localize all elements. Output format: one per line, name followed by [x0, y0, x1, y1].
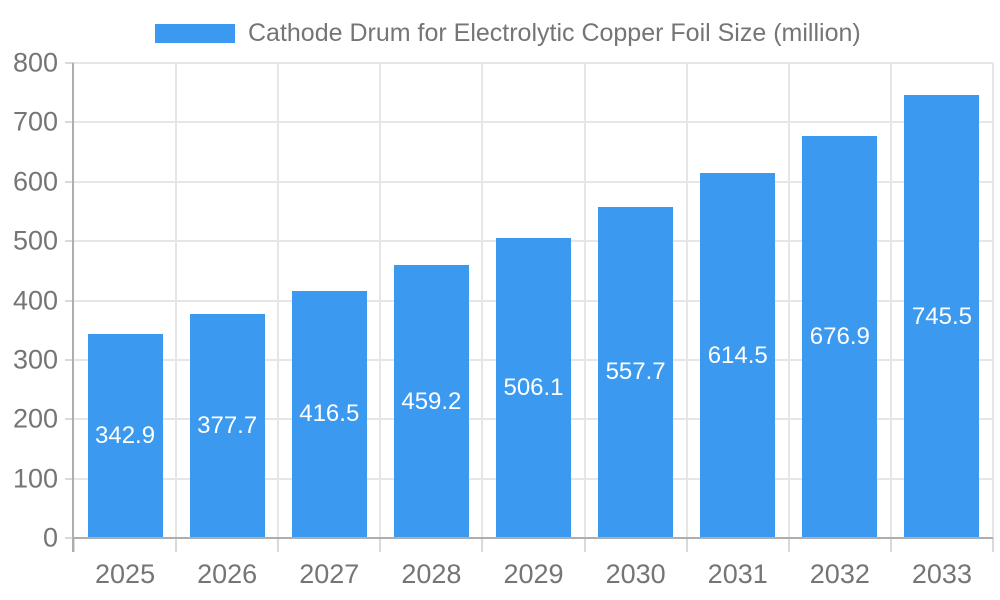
bar-2032[interactable]	[802, 136, 878, 538]
gridline-vertical	[175, 63, 178, 538]
y-axis-label: 700	[12, 106, 58, 137]
x-axis-label: 2027	[299, 559, 360, 589]
bar-value-label: 377.7	[197, 411, 258, 439]
x-axis-tick	[787, 538, 790, 552]
x-axis-label: 2030	[605, 559, 666, 589]
x-axis-label: 2032	[809, 559, 870, 589]
x-axis-line	[72, 537, 993, 539]
x-axis-tick	[73, 538, 75, 552]
bar-2026[interactable]	[189, 313, 265, 538]
bar-value-label: 459.2	[401, 387, 462, 415]
bar-value-label: 745.5	[911, 302, 972, 330]
bar-value-label: 614.5	[707, 341, 768, 369]
y-axis-tick	[65, 418, 74, 421]
bar-2028[interactable]	[393, 265, 469, 538]
bar-2033[interactable]	[904, 95, 980, 538]
y-axis-tick	[65, 477, 74, 480]
legend-label: Cathode Drum for Electrolytic Copper Foi…	[248, 19, 861, 47]
bar-2030[interactable]	[598, 206, 674, 538]
x-axis-tick	[685, 538, 688, 552]
gridline-horizontal	[74, 180, 993, 183]
x-axis-tick	[175, 538, 178, 552]
y-axis-label: 400	[12, 285, 58, 315]
gridline-horizontal	[74, 121, 993, 124]
y-axis-label: 300	[12, 344, 58, 375]
x-axis-label: 2026	[197, 559, 258, 589]
bar-value-label: 342.9	[95, 422, 156, 450]
gridline-vertical	[992, 63, 994, 538]
gridline-horizontal	[74, 62, 993, 64]
x-axis-label: 2029	[503, 559, 564, 589]
bar-value-label: 506.1	[503, 373, 564, 401]
y-axis-tick	[65, 358, 74, 361]
y-axis-tick	[65, 299, 74, 302]
y-axis-tick	[65, 121, 74, 124]
x-axis-label: 2031	[707, 559, 768, 589]
legend: Cathode Drum for Electrolytic Copper Foi…	[155, 19, 861, 48]
y-axis-label: 0	[42, 522, 58, 553]
gridline-vertical	[481, 63, 484, 538]
x-axis-tick	[583, 538, 586, 552]
gridline-vertical	[685, 63, 688, 538]
y-axis-label: 500	[12, 225, 58, 256]
bar-2025[interactable]	[87, 334, 163, 538]
x-axis-tick	[889, 538, 892, 552]
y-axis-label: 100	[12, 463, 58, 494]
x-axis-label: 2033	[911, 559, 972, 589]
bar-2031[interactable]	[700, 173, 776, 538]
x-axis-tick	[379, 538, 382, 552]
y-axis-label: 600	[12, 166, 58, 197]
legend-swatch[interactable]	[155, 24, 235, 43]
y-axis-tick	[65, 240, 74, 243]
gridline-vertical	[583, 63, 586, 538]
y-axis-line	[72, 63, 74, 552]
bar-value-label: 416.5	[299, 400, 360, 428]
bar-2029[interactable]	[496, 237, 571, 538]
gridline-vertical	[787, 63, 790, 538]
bar-value-label: 557.7	[605, 358, 666, 386]
gridline-vertical	[889, 63, 892, 538]
gridline-vertical	[379, 63, 382, 538]
y-axis-tick	[65, 537, 74, 539]
y-axis-label: 200	[12, 403, 58, 434]
gridline-vertical	[277, 63, 280, 538]
y-axis-tick	[65, 180, 74, 183]
bar-2027[interactable]	[291, 290, 367, 538]
y-axis-label: 800	[12, 47, 58, 78]
bar-value-label: 676.9	[809, 323, 870, 351]
x-axis-tick	[481, 538, 484, 552]
y-axis-tick	[65, 62, 74, 64]
x-axis-tick	[277, 538, 280, 552]
x-axis-label: 2028	[401, 559, 462, 589]
x-axis-tick	[992, 538, 994, 552]
x-axis-label: 2025	[95, 559, 156, 589]
